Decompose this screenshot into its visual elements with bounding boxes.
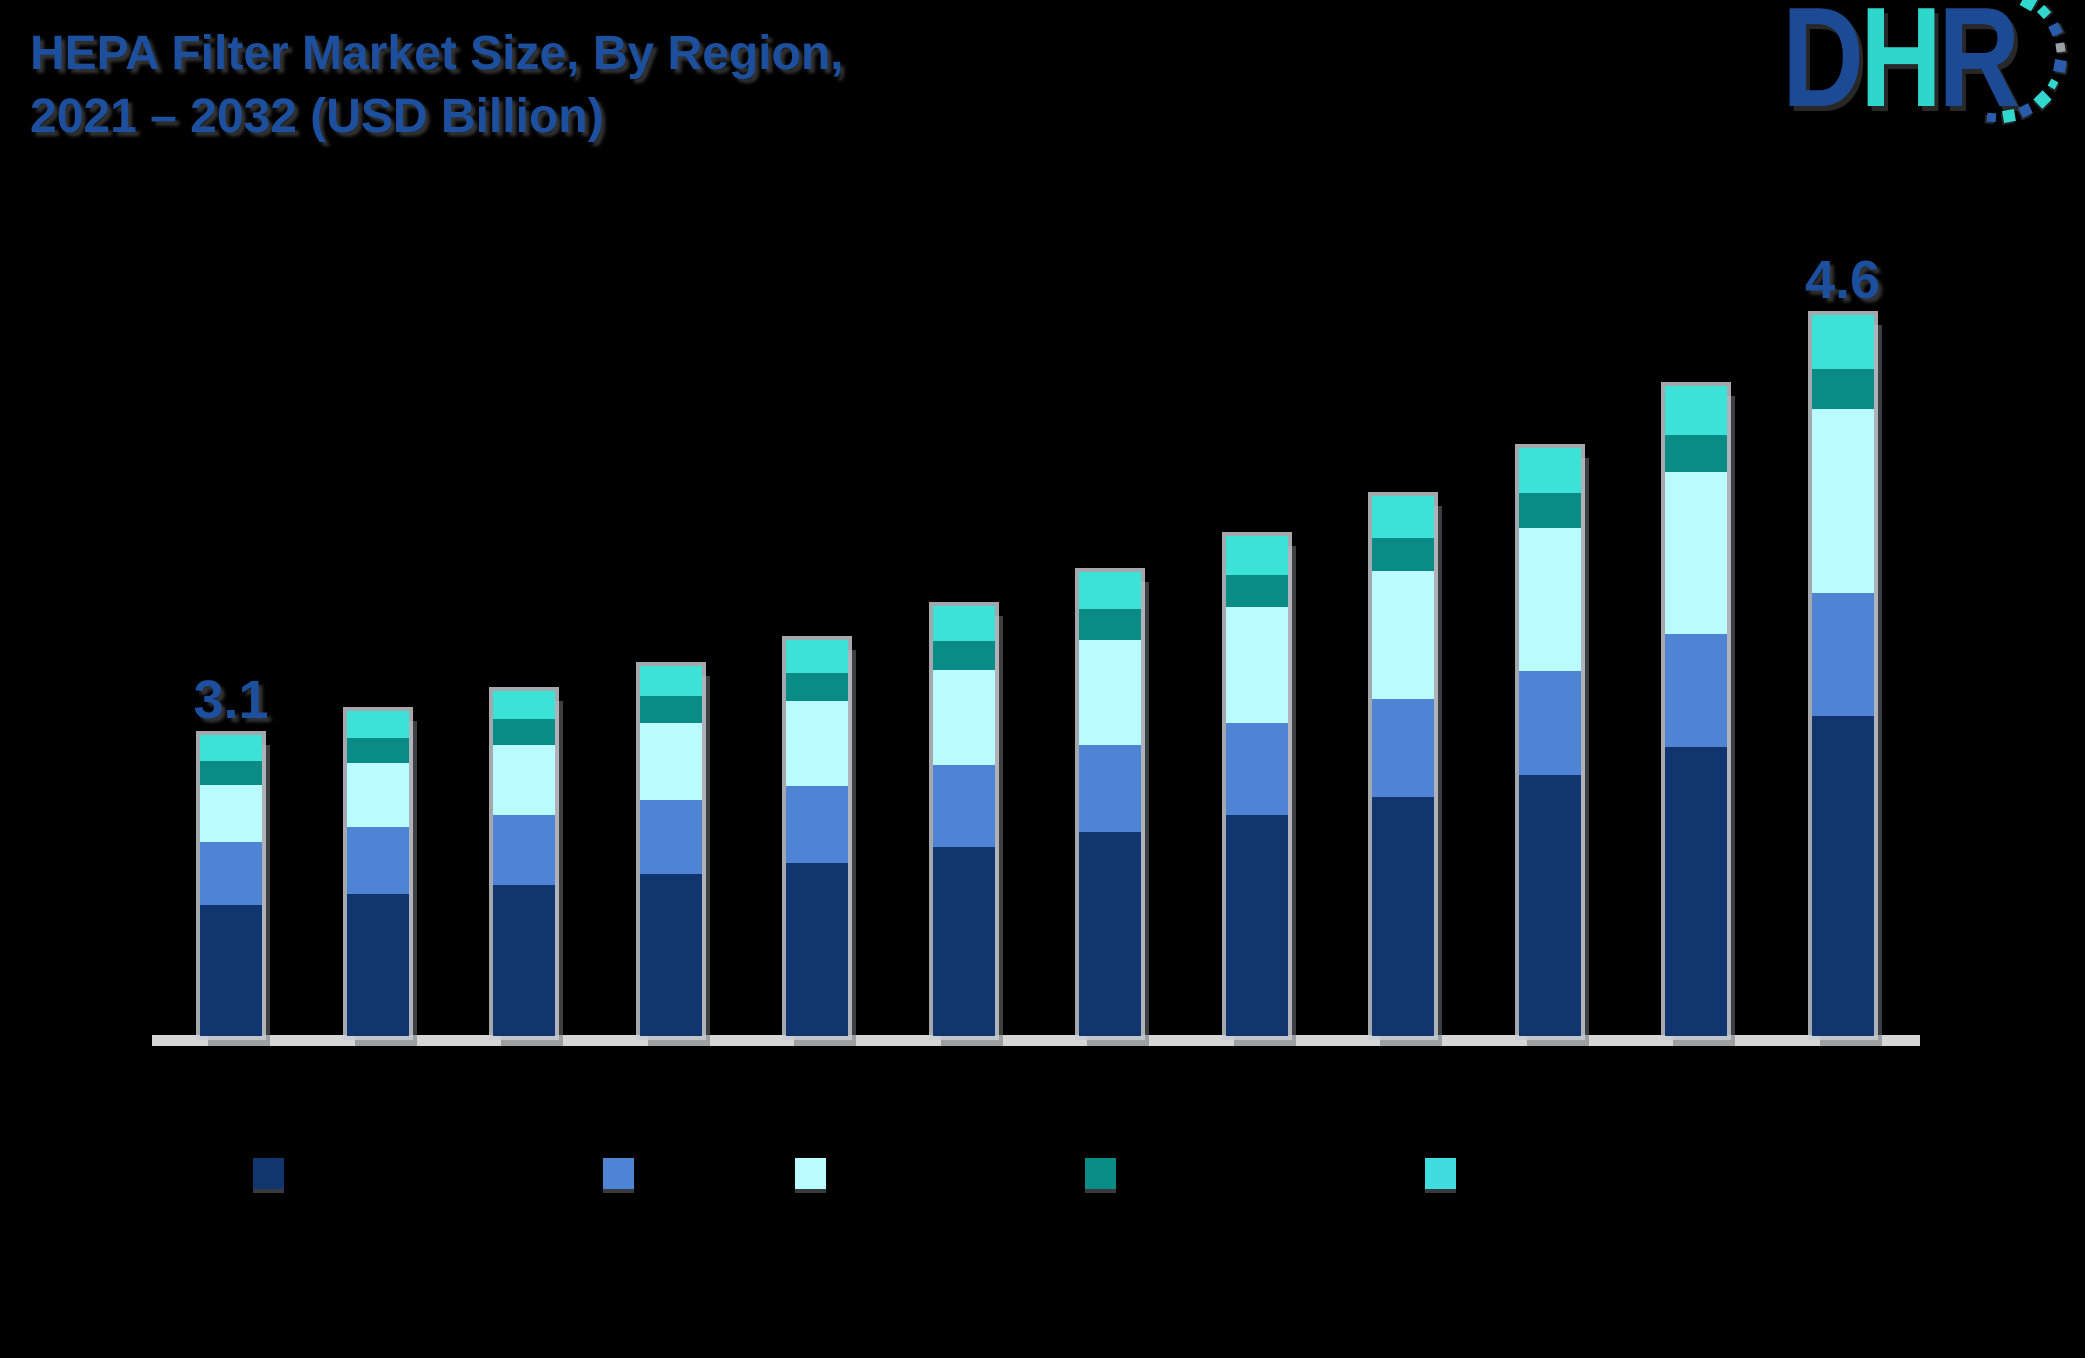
legend-swatch-3 xyxy=(795,1158,826,1189)
bar-2026-segment xyxy=(932,765,995,847)
bar-2031 xyxy=(1665,386,1727,1036)
bar-2024-segment xyxy=(639,874,702,1036)
bar-2032-segment xyxy=(1811,369,1874,409)
bar-2022-segment xyxy=(346,711,409,738)
bar-2021-segment xyxy=(200,785,262,842)
bar-2029-segment xyxy=(1372,699,1434,797)
bar-2031-segment xyxy=(1665,386,1727,435)
logo-arc-dot xyxy=(2002,109,2016,123)
bar-2027-segment xyxy=(1079,832,1141,1036)
bar-2024-segment xyxy=(639,723,702,800)
legend-swatch-4 xyxy=(1085,1158,1116,1189)
bar-2027-segment xyxy=(1079,640,1141,745)
bar-2028-segment xyxy=(1225,723,1288,815)
bar-2022-segment xyxy=(346,894,409,1036)
bar-2032-segment xyxy=(1811,315,1874,369)
logo-arc-dot xyxy=(2018,103,2033,118)
bar-2028-segment xyxy=(1225,575,1288,607)
bar-2029-segment xyxy=(1372,538,1434,571)
bar-2030 xyxy=(1518,448,1581,1036)
bar-2023-segment xyxy=(493,745,555,815)
bar-2024 xyxy=(639,666,702,1036)
logo-letter-h: H xyxy=(1860,0,1942,137)
bar-2030-segment xyxy=(1518,493,1581,528)
bar-2031-segment xyxy=(1665,747,1727,1036)
bar-2023-segment xyxy=(493,885,555,1036)
bar-2030-segment xyxy=(1518,671,1581,775)
title-line-2: 2021 – 2032 (USD Billion) xyxy=(30,90,604,143)
bar-2032-segment xyxy=(1811,716,1874,1036)
bar-2023-segment xyxy=(493,691,555,719)
bar-2024-segment xyxy=(639,800,702,874)
bar-2022-segment xyxy=(346,827,409,894)
bar-2022-segment xyxy=(346,763,409,827)
bar-2028-segment xyxy=(1225,815,1288,1036)
bar-2032 xyxy=(1811,315,1874,1036)
bar-2024-segment xyxy=(639,666,702,696)
x-axis-line xyxy=(152,1035,1920,1046)
bar-2032-segment xyxy=(1811,593,1874,716)
bar-2027-segment xyxy=(1079,745,1141,832)
value-label-2021: 3.1 xyxy=(193,670,269,730)
bar-2032-segment xyxy=(1811,409,1874,593)
value-label-2032: 4.6 xyxy=(1804,250,1881,310)
logo-arc-dot xyxy=(2053,59,2067,73)
bar-2025-segment xyxy=(786,701,848,786)
bar-2023-segment xyxy=(493,719,555,745)
bar-2025-segment xyxy=(786,640,848,673)
bar-2029-segment xyxy=(1372,496,1434,538)
bar-2025-segment xyxy=(786,863,848,1036)
bar-2022-segment xyxy=(346,738,409,763)
bar-2026-segment xyxy=(932,606,995,641)
bar-2021-segment xyxy=(200,905,262,1036)
logo-arc-dot xyxy=(2019,0,2038,12)
logo-arc-dot xyxy=(2047,78,2059,90)
legend-swatch-5 xyxy=(1425,1158,1456,1189)
dhr-logo: DHR xyxy=(1782,0,2082,166)
bar-2021-segment xyxy=(200,735,262,761)
bar-2029-segment xyxy=(1372,797,1434,1036)
bar-2031-segment xyxy=(1665,435,1727,472)
logo-arc-dot xyxy=(1986,112,1997,123)
bar-2027-segment xyxy=(1079,609,1141,640)
bar-2025-segment xyxy=(786,786,848,863)
bar-2030-segment xyxy=(1518,775,1581,1036)
logo-arc-dot xyxy=(2048,22,2063,37)
bar-2021-segment xyxy=(200,761,262,785)
bar-2025 xyxy=(786,640,848,1036)
logo-arc-dot xyxy=(2033,90,2052,109)
bar-2026 xyxy=(932,606,995,1036)
bar-2026-segment xyxy=(932,847,995,1036)
bar-2022 xyxy=(346,711,409,1036)
bar-2021 xyxy=(200,735,262,1036)
bar-2029-segment xyxy=(1372,571,1434,699)
logo-letter-d: D xyxy=(1782,0,1864,137)
bar-2025-segment xyxy=(786,673,848,701)
bar-2030-segment xyxy=(1518,448,1581,493)
legend-swatch-1 xyxy=(253,1158,284,1189)
bar-2028 xyxy=(1225,536,1288,1036)
logo-arc-dot xyxy=(2055,42,2066,53)
legend-swatch-2 xyxy=(603,1158,634,1189)
bar-2028-segment xyxy=(1225,536,1288,575)
bar-2030-segment xyxy=(1518,528,1581,671)
bar-2024-segment xyxy=(639,696,702,723)
title-line-1: HEPA Filter Market Size, By Region, xyxy=(30,27,844,80)
bar-2026-segment xyxy=(932,641,995,670)
bar-2021-segment xyxy=(200,842,262,905)
bar-2029 xyxy=(1372,496,1434,1036)
bar-2027 xyxy=(1079,572,1141,1036)
dhr-logo-letters: DHR xyxy=(1782,0,2020,138)
bar-2023 xyxy=(493,691,555,1036)
logo-arc-dot xyxy=(2036,4,2052,20)
bar-2027-segment xyxy=(1079,572,1141,609)
page-title: HEPA Filter Market Size, By Region, 2021… xyxy=(30,22,844,148)
bar-2031-segment xyxy=(1665,472,1727,634)
bar-2028-segment xyxy=(1225,607,1288,723)
bar-2026-segment xyxy=(932,670,995,765)
bar-2023-segment xyxy=(493,815,555,885)
bar-2031-segment xyxy=(1665,634,1727,747)
